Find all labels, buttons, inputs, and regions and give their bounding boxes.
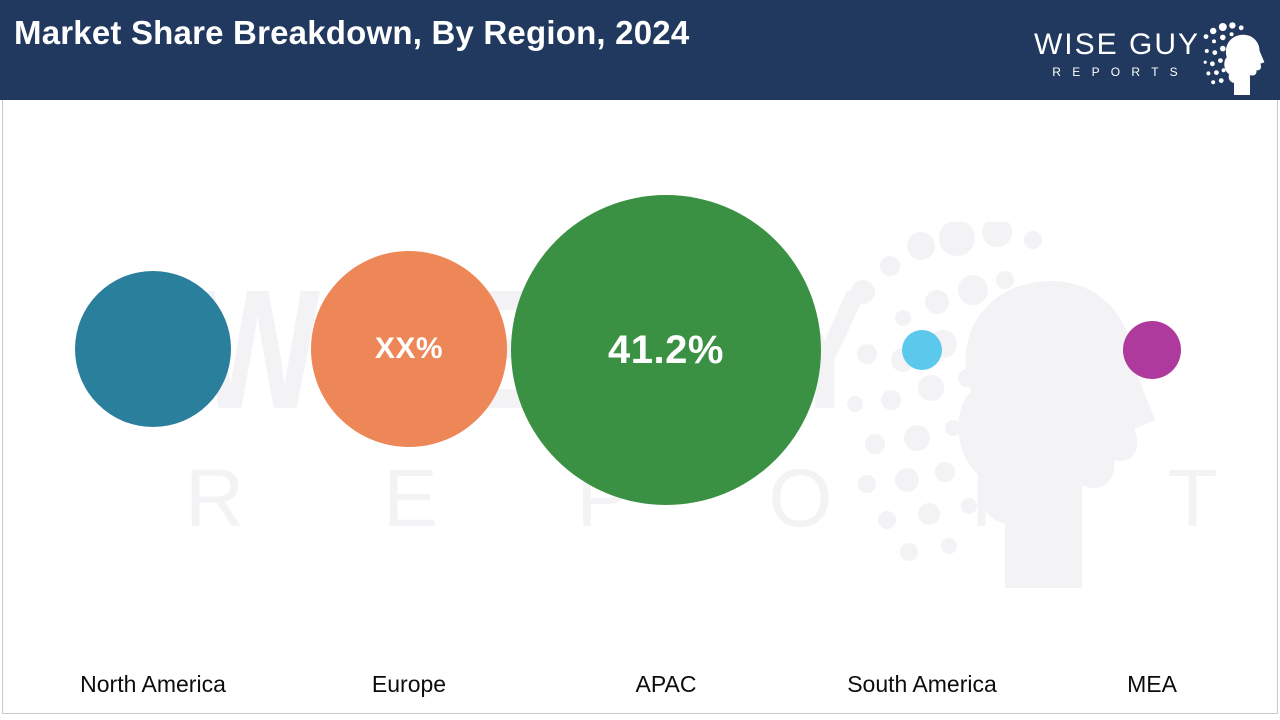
category-label-north-america: North America (80, 671, 226, 697)
category-label-apac: APAC (635, 671, 697, 697)
bubble-europe: XX% (311, 251, 507, 447)
chart-area-frame (2, 100, 1278, 714)
bubble-value-label-apac: 41.2% (608, 327, 724, 372)
bubble-north-america (75, 271, 231, 427)
wiseguy-logo: WISE GUY R E P O R T S (1034, 18, 1266, 100)
logo-text: WISE GUY R E P O R T S (1033, 28, 1200, 80)
logo-wordmark: WISE GUY (1033, 28, 1200, 61)
logo-face-icon (1203, 22, 1265, 95)
category-label-europe: Europe (371, 671, 447, 697)
logo-subtext: R E P O R T S (1052, 65, 1182, 79)
page-title: Market Share Breakdown, By Region, 2024 (14, 14, 690, 51)
bubble-south-america (902, 330, 942, 370)
category-label-south-america: South America (847, 671, 997, 697)
bubble-apac: 41.2% (511, 195, 821, 505)
bubble-mea (1123, 321, 1181, 379)
bubble-value-label-europe: XX% (374, 332, 444, 365)
category-label-mea: MEA (1127, 671, 1177, 697)
header: Market Share Breakdown, By Region, 2024 … (0, 0, 1280, 100)
watermark-face-icon (847, 222, 1155, 588)
